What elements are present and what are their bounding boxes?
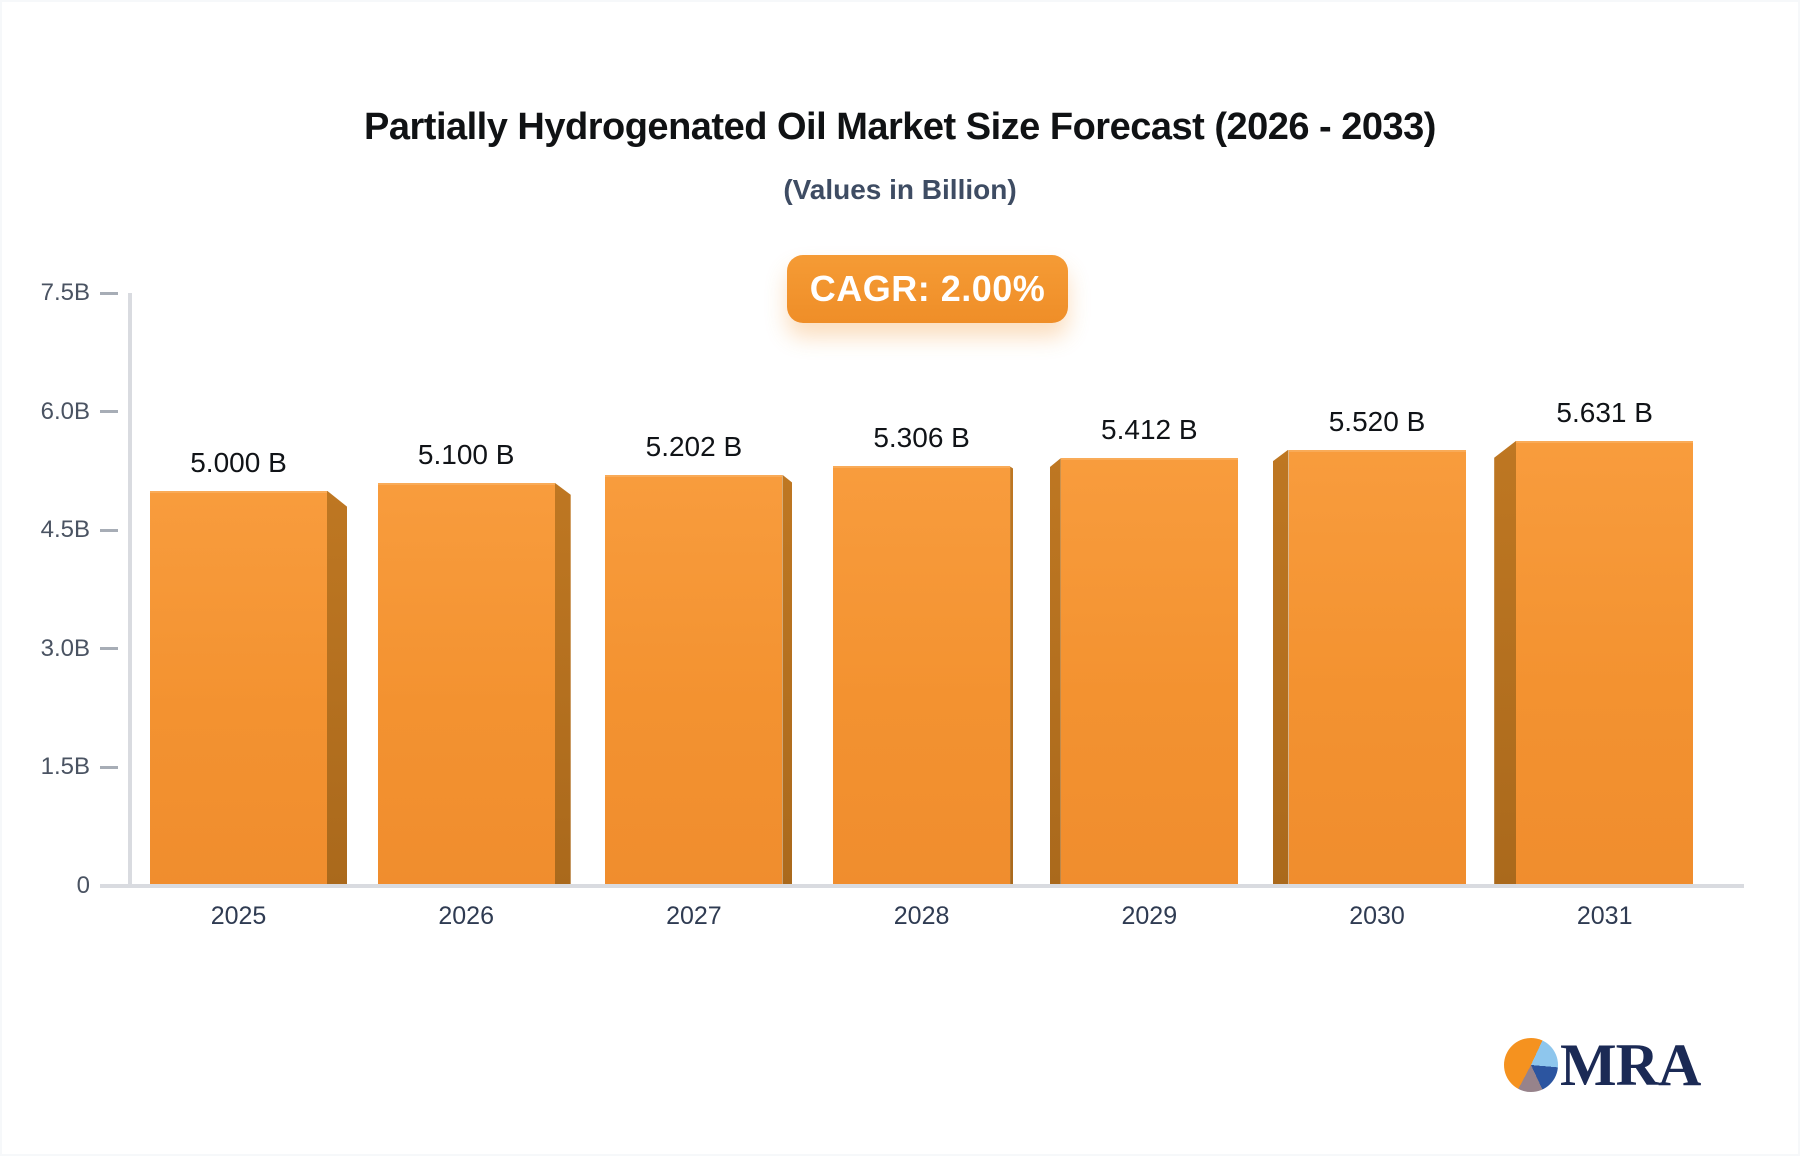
- mra-logo: MRA: [1504, 1032, 1701, 1098]
- bar-value-label: 5.520 B: [1328, 405, 1426, 437]
- y-tick-dash: [100, 291, 118, 295]
- x-axis-label-2030: 2030: [1349, 902, 1405, 930]
- y-tick-label: 1.5B: [40, 753, 90, 781]
- bar-value-label: 5.306 B: [873, 422, 970, 454]
- x-axis-label-2028: 2028: [893, 902, 950, 930]
- bar-3d-side: [1494, 440, 1517, 888]
- x-axis-label-2026: 2026: [438, 902, 494, 930]
- bar-value-label: 5.631 B: [1556, 396, 1653, 428]
- y-tick-dash: [100, 410, 118, 414]
- y-tick-dash: [100, 528, 118, 532]
- x-axis-label-2025: 2025: [210, 902, 267, 930]
- y-tick-dash: [100, 647, 118, 651]
- bar-3d-side: [782, 474, 793, 888]
- x-axis-line: [100, 884, 1744, 888]
- bar-2025[interactable]: [150, 490, 327, 888]
- y-tick-label: 6.0B: [40, 397, 90, 425]
- logo-text: MRA: [1560, 1032, 1701, 1098]
- bar-value-label: 5.412 B: [1101, 414, 1198, 446]
- x-axis-label-2031: 2031: [1576, 902, 1633, 930]
- bar-value-label: 5.000 B: [190, 446, 287, 478]
- y-tick-dash: [100, 765, 118, 769]
- y-tick-label: 3.0B: [40, 634, 90, 662]
- x-axis-label-2027: 2027: [666, 902, 722, 930]
- y-tick-label: 0: [76, 872, 90, 899]
- bar-2026[interactable]: [377, 482, 555, 888]
- bar-3d-side: [1049, 458, 1061, 888]
- chart-subtitle: (Values in Billion): [783, 174, 1017, 205]
- chart-title: Partially Hydrogenated Oil Market Size F…: [364, 106, 1436, 148]
- pie-chart-logo-icon: [1504, 1038, 1558, 1092]
- bar-value-label: 5.100 B: [417, 438, 515, 470]
- y-axis-line: [128, 293, 132, 886]
- bar-2028[interactable]: [833, 466, 1011, 888]
- bar-2027[interactable]: [605, 474, 783, 888]
- y-tick-label: 7.5B: [40, 279, 90, 306]
- bar-3d-side: [1272, 449, 1289, 888]
- bar-2030[interactable]: [1288, 449, 1466, 888]
- bar-2029[interactable]: [1060, 458, 1238, 888]
- y-tick-label: 4.5B: [40, 516, 90, 544]
- bar-3d-side: [327, 490, 347, 888]
- bar-2031[interactable]: [1516, 440, 1694, 888]
- bar-value-label: 5.202 B: [645, 430, 743, 462]
- bar-3d-side: [1010, 466, 1014, 888]
- cagr-badge: CAGR: 2.00%: [787, 255, 1068, 323]
- bar-3d-side: [554, 482, 571, 888]
- cagr-badge-label: CAGR: 2.00%: [809, 268, 1046, 309]
- x-axis-label-2029: 2029: [1121, 902, 1178, 930]
